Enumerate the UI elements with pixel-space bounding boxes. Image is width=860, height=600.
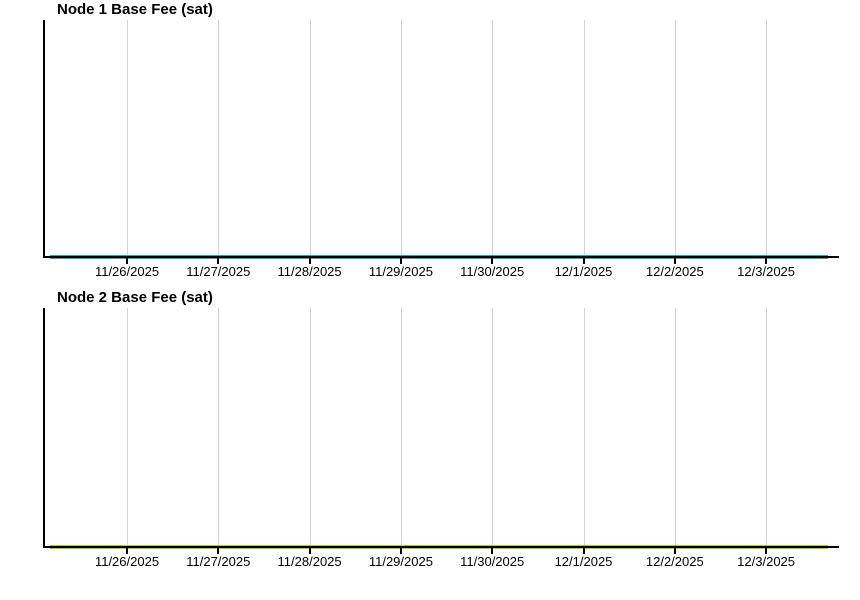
gridline: [309, 308, 311, 546]
x-axis-tick: [308, 548, 311, 554]
gridline: [218, 20, 220, 256]
x-axis-tick: [673, 258, 676, 264]
x-axis-tick: [491, 258, 494, 264]
x-axis-tick-label: 12/3/2025: [737, 554, 796, 569]
gridline: [492, 308, 494, 546]
gridline: [127, 308, 128, 546]
gridline: [583, 20, 585, 256]
x-axis-tick: [673, 548, 676, 554]
x-axis-labels: 11/26/2025 11/27/2025 11/28/2025 11/29/2025…: [43, 264, 839, 282]
x-axis-tick: [491, 548, 494, 554]
x-axis-tick-label: 11/29/2025: [368, 554, 433, 569]
gridline: [674, 308, 676, 546]
gridline: [400, 20, 402, 256]
x-axis-labels: 11/26/2025 11/27/2025 11/28/2025 11/29/2025…: [43, 554, 839, 572]
x-axis-tick-label: 11/29/2025: [368, 264, 433, 279]
x-axis-tick-label: 11/26/2025: [94, 264, 160, 279]
gridline: [674, 20, 676, 256]
x-axis-tick-label: 11/27/2025: [186, 554, 251, 569]
x-axis-tick: [399, 548, 402, 554]
x-axis-tick-label: 12/3/2025: [737, 264, 796, 279]
x-axis-tick: [399, 258, 402, 264]
x-axis-tick: [308, 258, 311, 264]
x-axis-tick-label: 12/2/2025: [645, 554, 704, 569]
x-axis-tick-label: 12/2/2025: [645, 264, 704, 279]
gridline: [766, 308, 768, 546]
x-axis-tick: [217, 548, 220, 554]
gridline: [127, 20, 128, 256]
chart-node1-base-fee: Node 1 Base Fee (sat) 11/26/2025 11/27/20…: [0, 0, 860, 288]
gridline: [492, 20, 494, 256]
gridline: [309, 20, 311, 256]
plot-area: [43, 20, 839, 264]
x-axis-tick: [126, 548, 128, 554]
x-axis-tick-label: 11/30/2025: [460, 554, 525, 569]
gridline: [583, 308, 585, 546]
gridline: [400, 308, 402, 546]
x-axis-tick-label: 11/30/2025: [460, 264, 525, 279]
plot-area: [43, 308, 839, 554]
x-axis-tick: [765, 548, 768, 554]
x-axis-line: [43, 546, 839, 548]
x-axis-tick-label: 12/1/2025: [554, 554, 613, 569]
x-axis-tick: [765, 258, 768, 264]
x-axis-tick: [582, 258, 585, 264]
y-axis-line: [43, 20, 45, 258]
x-axis-tick: [126, 258, 128, 264]
chart-node2-base-fee: Node 2 Base Fee (sat) 11/26/2025 11/27/20…: [0, 288, 860, 600]
gridline: [218, 308, 220, 546]
x-axis-tick-label: 11/28/2025: [277, 264, 342, 279]
x-axis-tick-label: 11/28/2025: [277, 554, 342, 569]
chart-title: Node 2 Base Fee (sat): [57, 289, 213, 306]
gridline: [766, 20, 768, 256]
x-axis-tick-label: 11/27/2025: [186, 264, 251, 279]
x-axis-tick-label: 11/26/2025: [94, 554, 160, 569]
x-axis-tick-label: 12/1/2025: [554, 264, 613, 279]
y-axis-line: [43, 308, 45, 548]
x-axis-line: [43, 256, 839, 258]
x-axis-tick: [582, 548, 585, 554]
x-axis-tick: [217, 258, 220, 264]
chart-title: Node 1 Base Fee (sat): [57, 1, 213, 18]
